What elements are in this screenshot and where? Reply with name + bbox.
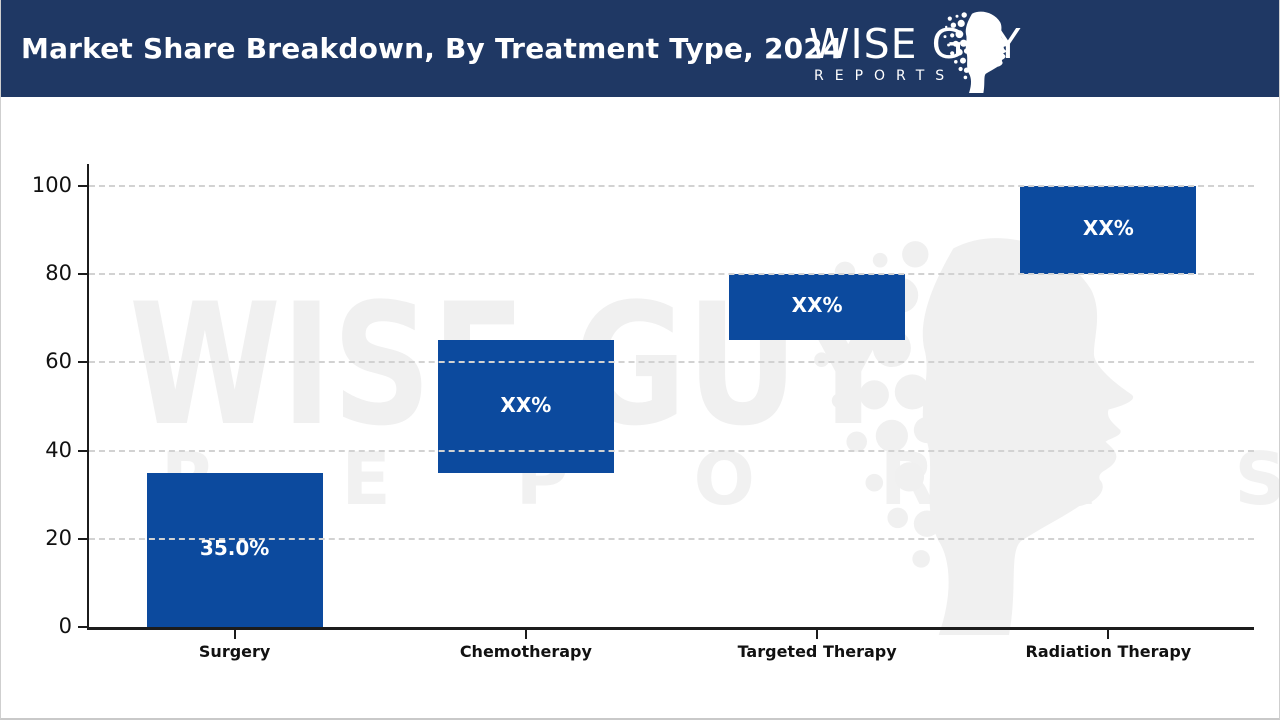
y-tick-label-20: 20 bbox=[45, 525, 72, 550]
y-tick-label-40: 40 bbox=[45, 437, 72, 462]
logo-subtext: REPORTS bbox=[814, 68, 956, 84]
watermark-face-icon bbox=[814, 238, 1134, 635]
gridline-20 bbox=[89, 537, 1254, 540]
chart-title: Market Share Breakdown, By Treatment Typ… bbox=[21, 32, 843, 65]
bar-value-label-surgery: 35.0% bbox=[199, 535, 270, 560]
gridline-80 bbox=[89, 273, 1254, 276]
bar-value-label-radiation-therapy: XX% bbox=[1082, 216, 1134, 241]
y-tick-60 bbox=[78, 361, 87, 364]
y-tick-0 bbox=[78, 626, 87, 628]
x-axis-spine bbox=[87, 627, 1254, 630]
wiseguy-face-icon bbox=[943, 11, 1009, 93]
gridline-60 bbox=[89, 361, 1254, 364]
bar-value-label-chemotherapy: XX% bbox=[500, 392, 552, 417]
category-label-surgery: Surgery bbox=[198, 642, 271, 661]
category-label-radiation-therapy: Radiation Therapy bbox=[1025, 642, 1192, 661]
y-tick-label-80: 80 bbox=[45, 261, 72, 286]
x-tick-chemotherapy bbox=[524, 630, 527, 639]
gridline-100 bbox=[89, 185, 1254, 187]
y-tick-40 bbox=[78, 449, 87, 452]
bar-surgery bbox=[146, 472, 323, 627]
y-tick-100 bbox=[78, 185, 87, 187]
x-tick-surgery bbox=[233, 630, 236, 639]
category-label-chemotherapy: Chemotherapy bbox=[459, 642, 592, 661]
bar-targeted-therapy bbox=[729, 274, 906, 341]
bar-radiation-therapy bbox=[1020, 186, 1197, 275]
waterfall-chart: WISE GUY R E P O R T S 0 20 40 60 80 100 35.0%… bbox=[1, 97, 1279, 717]
y-tick-20 bbox=[78, 537, 87, 540]
y-tick-label-60: 60 bbox=[45, 349, 72, 374]
x-tick-radiation-therapy bbox=[1107, 630, 1110, 639]
bar-value-label-targeted-therapy: XX% bbox=[791, 293, 843, 318]
x-tick-targeted-therapy bbox=[816, 630, 819, 639]
gridline-40 bbox=[89, 449, 1254, 452]
y-axis-spine bbox=[87, 164, 89, 630]
wiseguy-logo: WISE GUY REPORTS bbox=[809, 0, 1279, 97]
category-label-targeted-therapy: Targeted Therapy bbox=[737, 642, 897, 661]
y-tick-80 bbox=[78, 273, 87, 276]
y-tick-label-100: 100 bbox=[31, 173, 72, 197]
y-tick-label-0: 0 bbox=[58, 614, 72, 638]
header-bar: Market Share Breakdown, By Treatment Typ… bbox=[1, 0, 1279, 97]
